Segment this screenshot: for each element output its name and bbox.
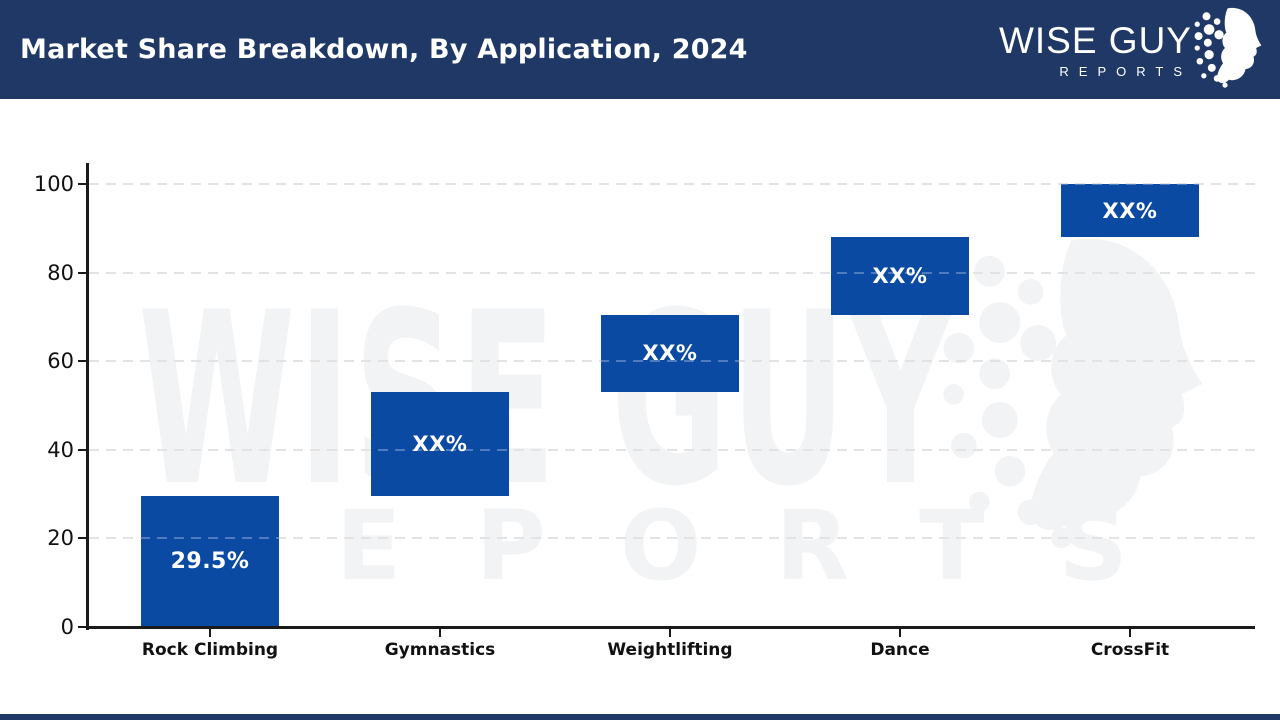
y-tick-label-80: 80 [47,260,74,285]
bar-value-label: XX% [1102,198,1158,223]
bar-weightlifting: XX% [601,314,739,393]
grid-line-overlay-60 [89,360,1255,363]
watermark-face-logo [943,238,1203,549]
grid-line-20 [89,537,1255,540]
watermark-reports-text: REPORTS [188,490,1202,602]
grid-line-overlay-20 [89,537,1255,540]
y-tick-label-100: 100 [33,172,74,196]
y-tick-mark-100 [78,183,86,185]
x-tick-label-weightlifting: Weightlifting [607,640,733,660]
x-tick-mark [1129,629,1131,637]
y-tick-label-20: 20 [47,526,74,551]
x-tick-mark [209,629,211,637]
x-tick-label-dance: Dance [870,640,930,660]
grid-line-80 [89,271,1255,274]
x-axis-line [86,626,1255,629]
x-tick-label-gymnastics: Gymnastics [384,640,496,660]
watermark-wiseguy-text: WISE GUY [138,262,955,539]
bar-value-label: XX% [872,263,928,288]
x-tick-label-crossfit: CrossFit [1090,640,1170,660]
footer-bar [0,714,1280,720]
logo-text: WISE GUY REPORTS [999,22,1192,78]
bar-value-label: XX% [412,432,468,457]
x-tick-mark [669,629,671,637]
y-tick-mark-0 [78,626,86,628]
grid-line-overlay-80 [89,271,1255,274]
wise-guy-reports-logo: WISE GUY REPORTS [999,7,1280,93]
grid-line-overlay-100 [89,183,1255,185]
bar-value-label: XX% [642,341,698,366]
grid-line-overlay-40 [89,448,1255,451]
bar-gymnastics: XX% [371,392,509,497]
y-tick-mark-80 [78,271,86,274]
bar-value-label: 29.5% [170,549,250,575]
bar-rock-climbing: 29.5% [141,496,279,627]
x-tick-label-rock-climbing: Rock Climbing [141,640,279,660]
grid-line-40 [89,448,1255,451]
bar-dance: XX% [831,237,969,315]
y-tick-mark-20 [78,537,86,540]
y-tick-mark-60 [78,360,86,363]
y-tick-label-40: 40 [47,437,74,462]
grid-line-100 [89,183,1255,185]
y-tick-mark-40 [78,448,86,451]
bar-crossfit: XX% [1061,184,1199,238]
y-tick-label-0: 0 [60,615,74,639]
logo-wiseguy-text: WISE GUY [998,19,1192,61]
x-tick-mark [899,629,901,637]
y-axis-line [86,163,89,630]
logo-face-icon [1194,7,1262,88]
x-tick-mark [439,629,441,637]
logo-reports-text: REPORTS [1059,63,1192,79]
page-title: Market Share Breakdown, By Application, … [20,34,748,65]
header-bar: Market Share Breakdown, By Application, … [0,0,1280,99]
y-tick-label-60: 60 [47,349,74,374]
